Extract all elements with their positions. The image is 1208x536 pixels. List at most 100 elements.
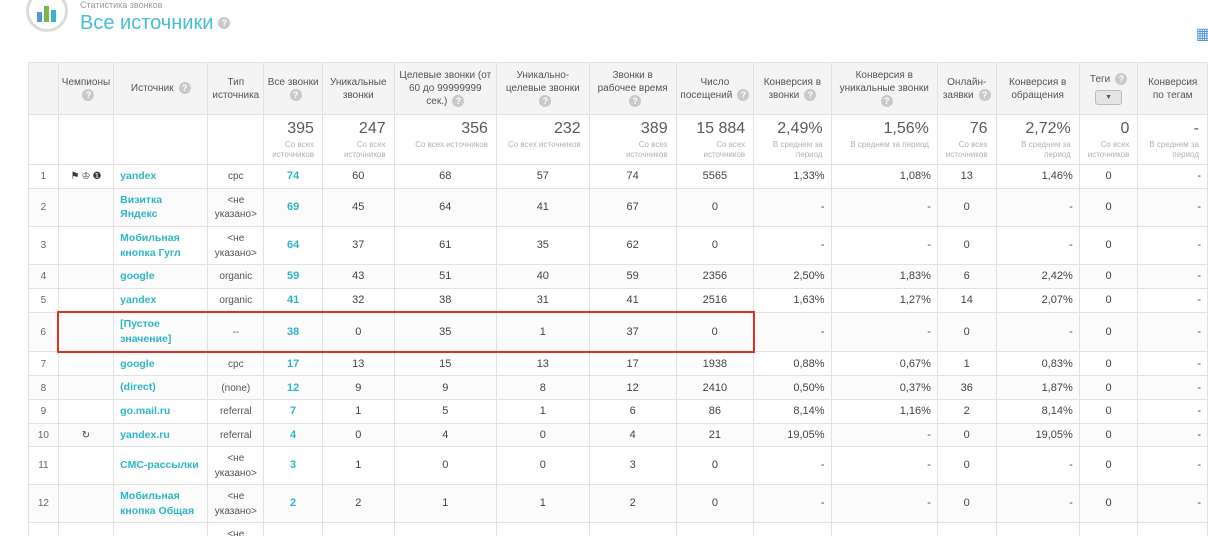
col-label-source: Источник: [130, 83, 174, 94]
summary-working_hours_calls: 389 Со всех источников: [588, 114, 677, 165]
cell-tags: 0: [1078, 225, 1139, 266]
cell-value: 74: [626, 170, 639, 183]
cell-tags: 0: [1078, 375, 1139, 401]
summary-caption: Со всех источников: [945, 140, 988, 159]
columns-settings-icon[interactable]: ▦: [1195, 26, 1208, 43]
col-header-conv_unique_calls: Конверсия в уникальные звонки?: [830, 62, 938, 115]
calls-link[interactable]: 3: [290, 459, 297, 472]
visits-help-icon[interactable]: ?: [737, 88, 750, 101]
crown-icon[interactable]: ♔: [81, 171, 91, 183]
calls-link[interactable]: 38: [286, 325, 300, 338]
cell-value: 86: [708, 405, 721, 418]
cell-value: 1: [442, 497, 449, 510]
tags-help-icon[interactable]: ?: [1115, 72, 1128, 85]
cell-value: 6: [963, 270, 970, 283]
cell-conv_calls: 0,88%: [753, 351, 832, 377]
cell-conv_unique_calls: -: [830, 311, 938, 353]
table-row: 4 google organic 59 43 51 40 59 2356 2,50% 1,83% 6 2…: [28, 264, 1208, 289]
source-link[interactable]: Мобильная кнопка Общая: [120, 489, 195, 517]
calls-link[interactable]: 74: [286, 170, 300, 183]
cell-value: 8,14%: [793, 405, 825, 418]
source-link[interactable]: [Пустое значение]: [120, 318, 172, 346]
cell-online_leads: 2: [936, 399, 997, 424]
working_hours_calls-help-icon[interactable]: ?: [629, 95, 642, 108]
cell-tags: 0: [1078, 164, 1139, 189]
badge-one-icon[interactable]: ❶: [92, 171, 102, 183]
source-help-icon[interactable]: ?: [178, 82, 191, 95]
calls-link[interactable]: 7: [290, 405, 297, 418]
cell-online_leads: 0: [936, 225, 997, 266]
champions-help-icon[interactable]: ?: [82, 88, 95, 101]
cell-conv_unique_calls: 1,27%: [830, 287, 938, 313]
summary-conv_appeals: 2,72% В среднем за период: [995, 114, 1080, 165]
refresh-icon[interactable]: ↻: [81, 429, 91, 441]
cell-conv_calls: 1,33%: [753, 164, 832, 189]
col-header-num: [28, 62, 59, 115]
calls-link[interactable]: 59: [286, 270, 300, 283]
cell-tags: 0: [1078, 483, 1139, 524]
calls-link[interactable]: 64: [286, 239, 300, 252]
calls-link[interactable]: 41: [286, 294, 300, 307]
summary-value: 0: [1120, 120, 1130, 137]
cell-conv_calls: -: [753, 483, 832, 524]
source-link[interactable]: (direct): [120, 381, 156, 394]
cell-value: -: [1069, 201, 1073, 214]
cell-value: 0: [1105, 459, 1112, 472]
cell-unique_target_calls: 40: [495, 264, 590, 289]
cell-type: <не указано>: [207, 225, 265, 266]
cell-source: yandex: [113, 164, 209, 189]
calls-link[interactable]: 4: [290, 428, 297, 441]
col-header-champions: Чемпионы?: [57, 62, 115, 115]
cell-champions: [57, 446, 115, 485]
cell-conv_unique_calls: 1,16%: [830, 399, 938, 424]
app-logo[interactable]: [26, 0, 68, 32]
cell-value: 0: [1105, 270, 1112, 283]
calls-link[interactable]: 17: [286, 357, 300, 370]
unique_target_calls-help-icon[interactable]: ?: [539, 95, 552, 108]
cell-value: 2356: [702, 270, 728, 283]
calls-link[interactable]: 12: [286, 381, 300, 394]
cell-visits: 86: [675, 399, 755, 424]
conv_calls-help-icon[interactable]: ?: [804, 88, 817, 101]
cell-working_hours_calls: 4: [588, 422, 677, 448]
source-link[interactable]: yandex: [120, 170, 157, 182]
cell-type: referral: [207, 399, 265, 424]
cell-value: 2,50%: [793, 270, 825, 283]
calls-link[interactable]: 2: [290, 497, 297, 510]
header-row: Чемпионы? Источник? Тип источника Все звонк…: [28, 62, 1208, 115]
flag-icon[interactable]: ⚑: [70, 171, 80, 183]
cell-value: 0: [963, 459, 970, 472]
source-link[interactable]: Мобильная кнопка Гугл: [120, 231, 181, 259]
calls-link[interactable]: 69: [286, 201, 300, 214]
source-link[interactable]: yandex: [120, 293, 157, 306]
page-title-help-icon[interactable]: ?: [218, 16, 231, 29]
cell-conv_unique_calls: -: [830, 225, 938, 266]
summary-online_leads: 76 Со всех источников: [936, 114, 997, 165]
target_calls-help-icon[interactable]: ?: [452, 95, 465, 108]
cell-type: <не указано>: [207, 187, 265, 227]
source-type: <не указано>: [214, 233, 257, 259]
cell-value: -: [1197, 405, 1201, 418]
source-link[interactable]: google: [120, 270, 155, 283]
tags-filter-button[interactable]: ▼: [1095, 89, 1123, 105]
summary-value: -: [1193, 120, 1199, 137]
source-link[interactable]: СМС-рассылки: [120, 459, 199, 472]
col-header-working_hours_calls: Звонки в рабочее время?: [588, 62, 677, 115]
source-link[interactable]: go.mail.ru: [120, 405, 171, 418]
table-row: 8 (direct) (none) 12 9 9 8 12 2410 0,50% 0,37% 36 1,…: [28, 375, 1208, 401]
source-link[interactable]: yandex.ru: [120, 428, 170, 441]
row-number: 12: [37, 498, 49, 510]
cell-value: 51: [439, 270, 452, 283]
cell-value: 36: [960, 381, 973, 394]
cell-value: -: [1069, 239, 1073, 252]
cell-tags: 0: [1078, 522, 1139, 536]
online_leads-help-icon[interactable]: ?: [978, 88, 991, 101]
source-link[interactable]: google: [120, 357, 155, 370]
source-link[interactable]: Визитка Яндекс: [120, 193, 163, 221]
summary-num: [28, 114, 59, 165]
cell-unique_calls: 37: [321, 225, 395, 266]
cell-value: 37: [626, 325, 639, 338]
calls-help-icon[interactable]: ?: [289, 88, 302, 101]
conv_unique_calls-help-icon[interactable]: ?: [880, 95, 893, 108]
cell-value: 0: [539, 459, 546, 472]
